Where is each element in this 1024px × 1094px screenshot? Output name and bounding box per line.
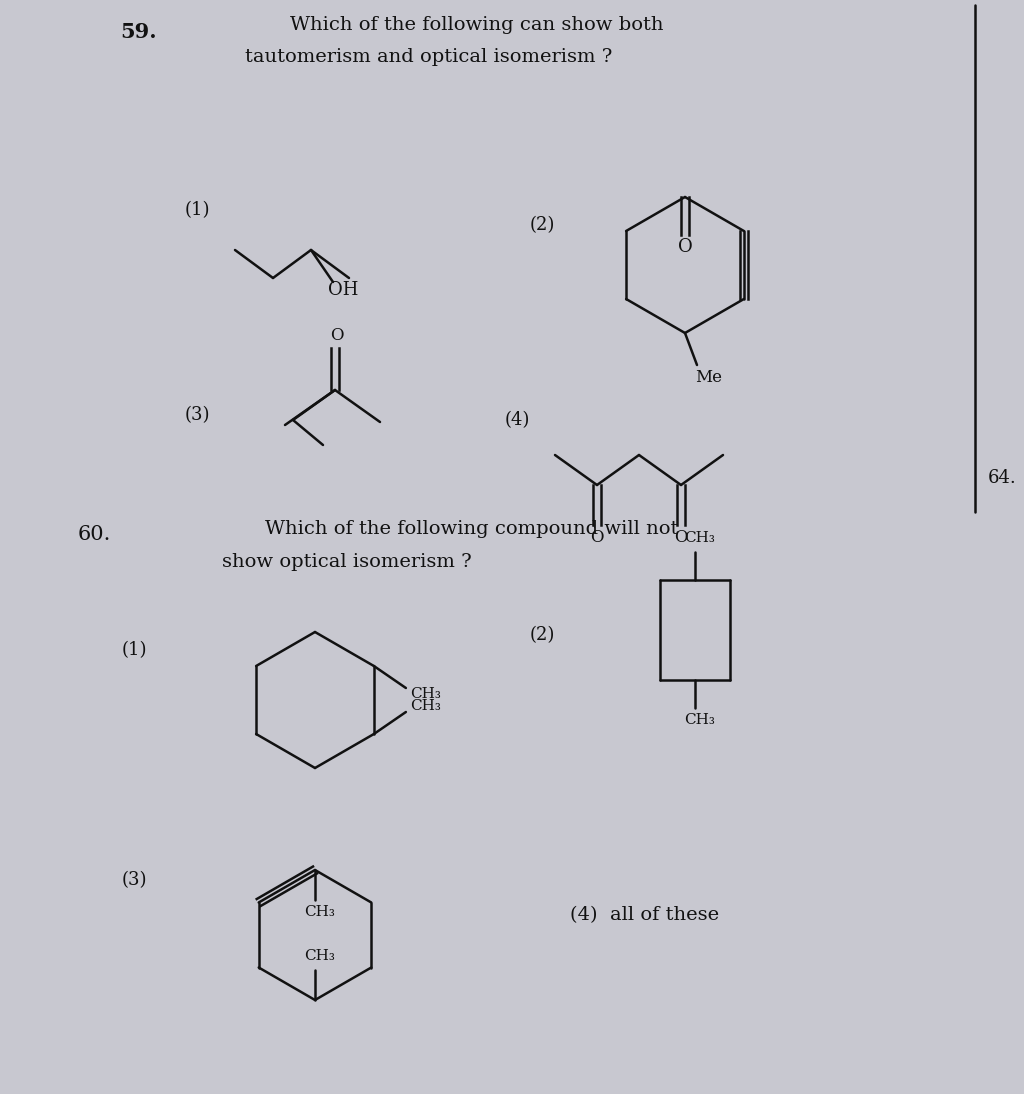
Text: (1): (1) [185,201,211,219]
Text: CH₃: CH₃ [304,905,336,919]
Text: (2): (2) [530,626,555,644]
Text: (3): (3) [185,406,211,424]
Text: O: O [590,528,604,546]
Text: CH₃: CH₃ [685,713,716,728]
Text: O: O [331,326,344,344]
Text: (4): (4) [505,411,530,429]
Text: O: O [678,238,692,256]
Text: OH: OH [328,281,358,299]
Text: (1): (1) [122,641,147,659]
Text: (3): (3) [122,871,147,889]
Text: 64.: 64. [988,469,1017,487]
Text: show optical isomerism ?: show optical isomerism ? [222,552,472,571]
Text: O: O [674,528,688,546]
Text: (4)  all of these: (4) all of these [570,906,719,924]
Text: Which of the following can show both: Which of the following can show both [290,16,664,34]
Text: Which of the following compound will not: Which of the following compound will not [265,520,678,538]
Text: CH₃: CH₃ [411,687,441,701]
Text: Me: Me [695,369,723,385]
Text: CH₃: CH₃ [411,699,441,713]
Text: CH₃: CH₃ [304,948,336,963]
Text: (2): (2) [530,216,555,234]
Text: 60.: 60. [78,525,112,545]
Text: tautomerism and optical isomerism ?: tautomerism and optical isomerism ? [245,48,612,66]
Text: CH₃: CH₃ [685,531,716,545]
Text: 59.: 59. [120,22,157,42]
